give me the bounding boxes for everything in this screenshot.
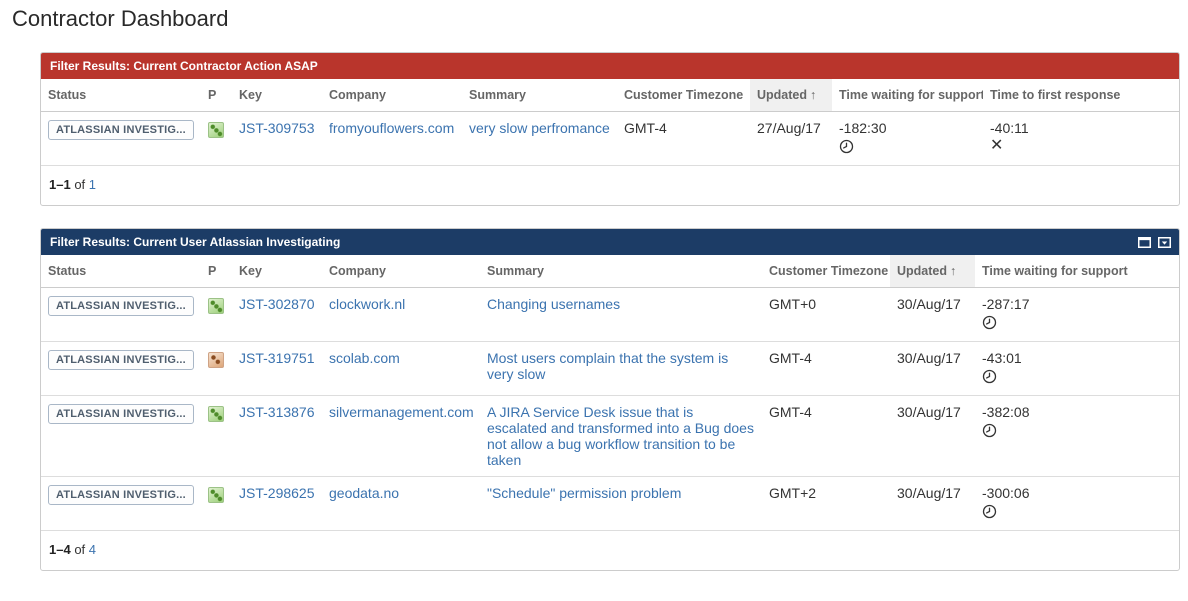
company-link[interactable]: geodata.no (329, 485, 400, 501)
company-link[interactable]: scolab.com (329, 350, 400, 366)
column-header-status[interactable]: Status (41, 255, 201, 288)
company-link[interactable]: silvermanagement.com (329, 404, 474, 420)
summary-link[interactable]: very slow perfromance (469, 120, 610, 136)
issue-key-link[interactable]: JST-302870 (239, 296, 315, 312)
column-header-time-waiting-support[interactable]: Time waiting for support (975, 255, 1179, 288)
pagination-of-label: of (74, 542, 86, 557)
sort-ascending-arrow-icon: ↑ (810, 88, 817, 102)
issue-key-link[interactable]: JST-309753 (239, 120, 315, 136)
priority-icon (208, 298, 224, 314)
pagination-total-link[interactable]: 1 (88, 177, 97, 192)
customer-timezone-value: GMT-4 (769, 404, 812, 420)
pagination: 1–1 of 1 (41, 166, 1179, 205)
gadget-title: Filter Results: Current Contractor Actio… (50, 59, 318, 73)
gadget-header-contractor-action-asap: Filter Results: Current Contractor Actio… (41, 53, 1179, 79)
gadget-dropdown-icon[interactable] (1158, 236, 1171, 248)
status-badge: ATLASSIAN INVESTIG... (48, 485, 194, 505)
gadget-title: Filter Results: Current User Atlassian I… (50, 235, 341, 249)
issues-table-asap: Status P Key Company Summary Customer Ti… (41, 79, 1179, 166)
company-link[interactable]: clockwork.nl (329, 296, 406, 312)
column-header-customer-timezone[interactable]: Customer Timezone (762, 255, 890, 288)
pagination-of-label: of (74, 177, 86, 192)
pagination-total-link[interactable]: 4 (88, 542, 97, 557)
table-row: ATLASSIAN INVESTIG... JST-302870 clockwo… (41, 287, 1179, 342)
status-badge: ATLASSIAN INVESTIG... (48, 120, 194, 140)
x-mark-icon: ✕ (990, 137, 1004, 154)
column-header-customer-timezone[interactable]: Customer Timezone (617, 79, 750, 112)
column-header-status[interactable]: Status (41, 79, 201, 112)
table-row: ATLASSIAN INVESTIG... JST-319751 scolab.… (41, 341, 1179, 396)
clock-icon (982, 504, 1172, 522)
column-header-time-waiting-support[interactable]: Time waiting for support (832, 79, 983, 112)
customer-timezone-value: GMT+0 (769, 296, 817, 312)
updated-value: 30/Aug/17 (897, 485, 961, 501)
column-header-summary[interactable]: Summary (462, 79, 617, 112)
column-header-updated-sorted[interactable]: Updated ↑ (750, 79, 832, 112)
clock-icon (982, 369, 1172, 387)
sort-ascending-arrow-icon: ↑ (950, 264, 957, 278)
table-row: ATLASSIAN INVESTIG... JST-313876 silverm… (41, 395, 1179, 477)
status-badge: ATLASSIAN INVESTIG... (48, 350, 194, 370)
gadget-controls (1138, 236, 1171, 248)
clock-icon (839, 139, 976, 157)
time-waiting-support-value: -300:06 (982, 485, 1030, 501)
priority-icon (208, 406, 224, 422)
column-header-priority[interactable]: P (201, 255, 232, 288)
updated-value: 27/Aug/17 (757, 120, 821, 136)
dashboard-gadgets: Filter Results: Current Contractor Actio… (40, 52, 1180, 571)
column-header-time-first-response[interactable]: Time to first response (983, 79, 1179, 112)
customer-timezone-value: GMT-4 (769, 350, 812, 366)
priority-icon (208, 122, 224, 138)
column-header-company[interactable]: Company (322, 79, 462, 112)
clock-icon (982, 423, 1172, 441)
time-waiting-support-value: -43:01 (982, 350, 1022, 366)
time-waiting-support-value: -382:08 (982, 404, 1030, 420)
updated-value: 30/Aug/17 (897, 350, 961, 366)
priority-icon (208, 352, 224, 368)
status-badge: ATLASSIAN INVESTIG... (48, 296, 194, 316)
updated-value: 30/Aug/17 (897, 404, 961, 420)
time-waiting-support-value: -182:30 (839, 120, 887, 136)
column-header-updated-label: Updated (897, 264, 947, 278)
time-waiting-support-value: -287:17 (982, 296, 1030, 312)
column-header-summary[interactable]: Summary (480, 255, 762, 288)
summary-link[interactable]: Changing usernames (487, 296, 621, 312)
gadget-contractor-action-asap: Filter Results: Current Contractor Actio… (40, 52, 1180, 206)
issue-key-link[interactable]: JST-298625 (239, 485, 315, 501)
column-header-key[interactable]: Key (232, 255, 322, 288)
gadget-user-atlassian-investigating: Filter Results: Current User Atlassian I… (40, 228, 1180, 571)
issues-table-investigating: Status P Key Company Summary Customer Ti… (41, 255, 1179, 531)
company-link[interactable]: fromyouflowers.com (329, 120, 455, 136)
column-header-updated-sorted[interactable]: Updated ↑ (890, 255, 975, 288)
time-first-response-value: -40:11 (990, 120, 1029, 136)
column-header-key[interactable]: Key (232, 79, 322, 112)
pagination-range: 1–4 (49, 542, 71, 557)
column-header-company[interactable]: Company (322, 255, 480, 288)
summary-link[interactable]: A JIRA Service Desk issue that is escala… (487, 404, 754, 468)
maximize-gadget-icon[interactable] (1138, 236, 1151, 248)
pagination: 1–4 of 4 (41, 531, 1179, 570)
table-row: ATLASSIAN INVESTIG... JST-309753 fromyou… (41, 111, 1179, 166)
customer-timezone-value: GMT+2 (769, 485, 817, 501)
gadget-header-user-atlassian-investigating: Filter Results: Current User Atlassian I… (41, 229, 1179, 255)
page-title: Contractor Dashboard (12, 6, 229, 31)
issue-key-link[interactable]: JST-319751 (239, 350, 315, 366)
updated-value: 30/Aug/17 (897, 296, 961, 312)
customer-timezone-value: GMT-4 (624, 120, 667, 136)
summary-link[interactable]: "Schedule" permission problem (487, 485, 682, 501)
issue-key-link[interactable]: JST-313876 (239, 404, 315, 420)
summary-link[interactable]: Most users complain that the system is v… (487, 350, 729, 382)
table-row: ATLASSIAN INVESTIG... JST-298625 geodata… (41, 476, 1179, 531)
column-header-priority[interactable]: P (201, 79, 232, 112)
status-badge: ATLASSIAN INVESTIG... (48, 404, 194, 424)
priority-icon (208, 487, 224, 503)
pagination-range: 1–1 (49, 177, 71, 192)
clock-icon (982, 315, 1172, 333)
column-header-updated-label: Updated (757, 88, 807, 102)
